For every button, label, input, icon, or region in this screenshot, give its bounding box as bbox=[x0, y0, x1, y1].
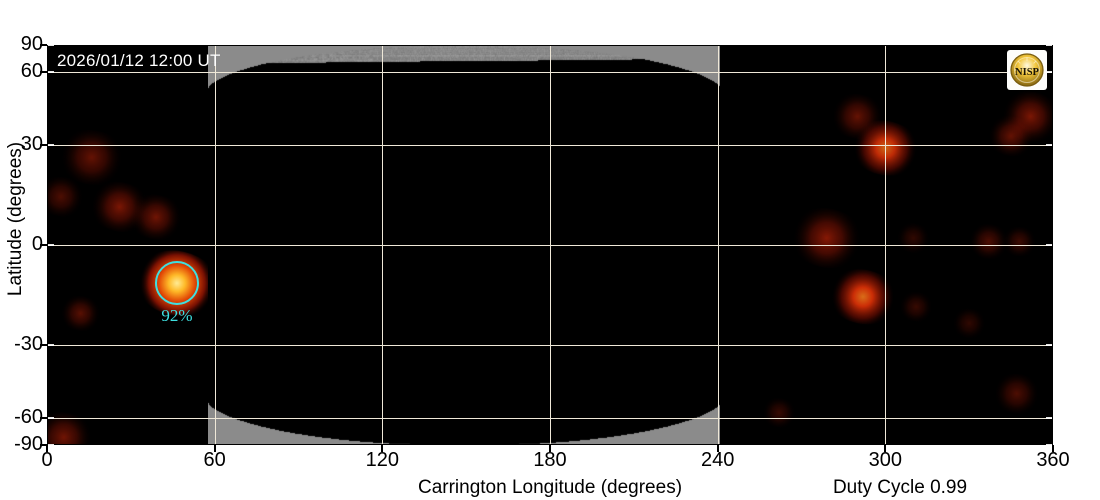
y-tick-label-60: 60 bbox=[20, 59, 43, 82]
plot-area: 2026/01/12 12:00 UT 92% bbox=[47, 45, 1053, 445]
x-axis-title: Carrington Longitude (degrees) bbox=[417, 477, 683, 498]
y-inner-tick-90-right bbox=[1046, 44, 1052, 46]
y-inner-tick-30-right bbox=[1046, 144, 1052, 146]
y-inner-tick-30-left bbox=[48, 144, 54, 146]
x-tick-120 bbox=[381, 445, 384, 452]
y-tick-label--90: -90 bbox=[14, 433, 43, 455]
y-tick--90 bbox=[40, 444, 47, 446]
x-tick-240 bbox=[716, 445, 719, 452]
y-tick-60 bbox=[40, 70, 47, 73]
y-tick-label-0: 0 bbox=[31, 233, 43, 255]
y-inner-tick-90-left bbox=[48, 44, 54, 46]
y-inner-tick--90-left bbox=[48, 444, 54, 446]
x-tick-60 bbox=[213, 445, 216, 452]
flare-probability-label: 92% bbox=[161, 306, 193, 326]
y-tick-label-30: 30 bbox=[20, 133, 43, 155]
y-inner-tick-0-left bbox=[48, 244, 54, 246]
y-inner-tick--90-right bbox=[1046, 444, 1052, 446]
timestamp-label: 2026/01/12 12:00 UT bbox=[57, 51, 221, 70]
visible-disk-magnetogram bbox=[208, 45, 720, 445]
nisp-logo-svg: NISP bbox=[1010, 53, 1044, 87]
y-inner-tick--60-right bbox=[1046, 417, 1052, 420]
flare-region-circle bbox=[154, 261, 199, 306]
x-tick-360 bbox=[1052, 445, 1054, 452]
y-tick-30 bbox=[40, 144, 47, 146]
x-tick-label-180: 180 bbox=[533, 449, 567, 471]
x-tick-180 bbox=[549, 445, 551, 452]
y-inner-tick--30-right bbox=[1046, 344, 1052, 346]
nisp-logo-text: NISP bbox=[1015, 67, 1040, 78]
y-inner-tick--30-left bbox=[48, 344, 54, 346]
y-inner-tick-60-left bbox=[48, 70, 54, 73]
y-inner-tick-60-right bbox=[1046, 70, 1052, 73]
duty-cycle-label: Duty Cycle 0.99 bbox=[832, 477, 968, 498]
x-tick-label-120: 120 bbox=[365, 449, 400, 471]
y-tick-0 bbox=[40, 244, 47, 246]
x-tick-label-360: 360 bbox=[1036, 449, 1070, 471]
x-tick-label-240: 240 bbox=[700, 449, 735, 471]
y-inner-tick-0-right bbox=[1046, 244, 1052, 246]
y-tick-label--60: -60 bbox=[14, 406, 43, 429]
y-axis-title: Latitude (degrees) bbox=[5, 141, 26, 297]
x-tick-300 bbox=[884, 445, 887, 452]
nisp-sun-logo: NISP bbox=[1007, 50, 1047, 90]
x-tick-label-60: 60 bbox=[203, 449, 226, 471]
magnetogram-canvas bbox=[208, 45, 720, 445]
y-tick--30 bbox=[40, 344, 47, 346]
y-inner-tick--60-left bbox=[48, 417, 54, 420]
y-tick--60 bbox=[40, 417, 47, 420]
y-tick-label-90: 90 bbox=[20, 33, 43, 55]
x-tick-label-300: 300 bbox=[868, 449, 903, 471]
x-tick-label-0: 0 bbox=[41, 449, 53, 471]
y-tick-90 bbox=[40, 44, 47, 46]
y-tick-label--30: -30 bbox=[14, 333, 43, 355]
x-tick-0 bbox=[46, 445, 48, 452]
